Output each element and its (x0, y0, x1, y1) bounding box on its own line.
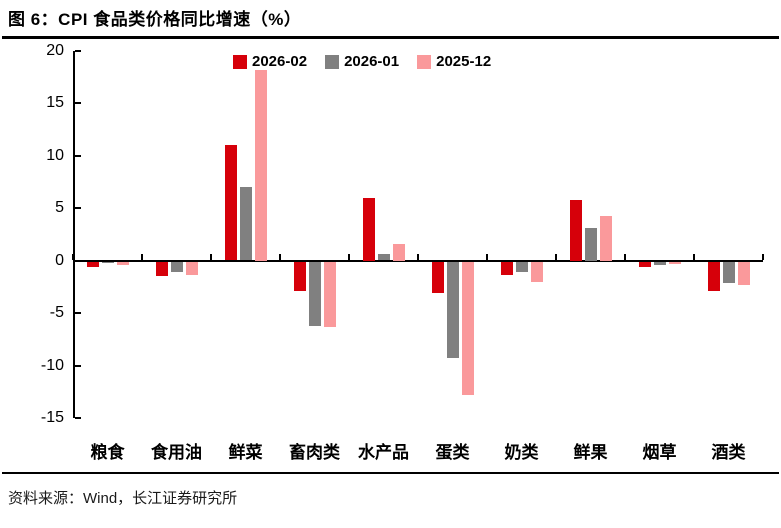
x-axis-category-label: 奶类 (504, 443, 539, 462)
x-axis-tick (72, 254, 74, 260)
x-axis-category-label: 食用油 (151, 443, 202, 462)
bar-2026-01-粮食 (102, 262, 114, 263)
x-axis-tick (555, 254, 557, 260)
legend-item-2025-12: 2025-12 (417, 53, 491, 70)
bar-2026-02-水产品 (363, 198, 375, 261)
bar-2026-01-畜肉类 (309, 262, 321, 326)
bar-2025-12-畜肉类 (324, 262, 336, 327)
bar-2026-02-鲜果 (570, 200, 582, 261)
x-axis-tick (417, 254, 419, 260)
bar-2025-12-鲜果 (600, 216, 612, 261)
y-axis-tick (75, 365, 81, 367)
bar-2026-01-烟草 (654, 262, 666, 265)
x-axis-tick (762, 254, 764, 260)
x-axis-category-label: 鲜果 (573, 443, 608, 462)
bar-2025-12-烟草 (669, 262, 681, 264)
x-axis-tick (486, 254, 488, 260)
x-axis-category-label: 烟草 (642, 443, 677, 462)
x-axis-category-label: 酒类 (711, 443, 746, 462)
bar-2025-12-酒类 (738, 262, 750, 285)
bar-2026-01-奶类 (516, 262, 528, 272)
y-axis-label: -10 (40, 357, 64, 374)
y-axis-label: 5 (55, 199, 64, 216)
y-axis-tick (75, 260, 81, 262)
x-axis-category-label: 水产品 (358, 443, 409, 462)
bar-2026-01-鲜菜 (240, 187, 252, 260)
y-axis (73, 51, 75, 418)
x-axis-tick (624, 254, 626, 260)
bar-2026-02-烟草 (639, 262, 651, 267)
legend-label: 2026-01 (344, 53, 400, 70)
y-axis-tick (75, 50, 81, 52)
bar-2026-02-蛋类 (432, 262, 444, 293)
bar-2026-01-水产品 (378, 254, 390, 260)
bar-2026-02-食用油 (156, 262, 168, 276)
legend-item-2026-01: 2026-01 (325, 53, 399, 70)
bar-2025-12-鲜菜 (255, 70, 267, 261)
y-axis-label: 0 (55, 252, 64, 269)
x-axis-tick (210, 254, 212, 260)
bar-2026-02-畜肉类 (294, 262, 306, 291)
source-note: 资料来源：Wind，长江证券研究所 (8, 490, 238, 507)
y-axis-label: -5 (49, 304, 64, 321)
x-axis-tick (348, 254, 350, 260)
legend-label: 2026-02 (252, 53, 308, 70)
y-axis-label: -15 (40, 409, 64, 426)
legend-swatch-icon (417, 54, 432, 69)
title-divider (2, 36, 779, 39)
x-axis-tick (693, 254, 695, 260)
legend-label: 2025-12 (436, 53, 492, 70)
x-axis-category-label: 鲜菜 (228, 443, 263, 462)
bar-2026-02-酒类 (708, 262, 720, 291)
x-axis-category-label: 畜肉类 (289, 443, 340, 462)
x-axis-category-label: 蛋类 (435, 443, 470, 462)
bar-2026-02-奶类 (501, 262, 513, 275)
y-axis-label: 20 (46, 42, 64, 59)
legend-item-2026-02: 2026-02 (233, 53, 307, 70)
chart-plot-area: 2026-02 2026-01 2025-12 20 15 10 5 0 -5 -10 -15 粮食… (40, 42, 764, 462)
y-axis-label: 10 (46, 147, 64, 164)
bar-2025-12-粮食 (117, 262, 129, 265)
x-axis-category-label: 粮食 (90, 443, 125, 462)
bar-2026-01-食用油 (171, 262, 183, 272)
bar-2026-02-粮食 (87, 262, 99, 267)
bar-2025-12-食用油 (186, 262, 198, 275)
y-axis-tick (75, 102, 81, 104)
y-axis-tick (75, 155, 81, 157)
x-axis-tick (279, 254, 281, 260)
y-axis-tick (75, 312, 81, 314)
x-axis-tick (141, 254, 143, 260)
bar-2026-02-鲜菜 (225, 145, 237, 260)
bar-2026-01-蛋类 (447, 262, 459, 358)
bar-2026-01-酒类 (723, 262, 735, 283)
legend-swatch-icon (325, 54, 340, 69)
bar-2026-01-鲜果 (585, 228, 597, 261)
x-axis (73, 260, 763, 262)
bar-2025-12-奶类 (531, 262, 543, 282)
legend-swatch-icon (233, 54, 247, 69)
bottom-divider (2, 472, 779, 474)
bar-2025-12-水产品 (393, 244, 405, 261)
figure-title: 图 6：CPI 食品类价格同比增速（%） (8, 10, 302, 29)
y-axis-tick (75, 417, 81, 419)
bar-2025-12-蛋类 (462, 262, 474, 395)
chart-legend: 2026-02 2026-01 2025-12 (233, 53, 491, 70)
y-axis-tick (75, 207, 81, 209)
y-axis-label: 15 (46, 94, 64, 111)
